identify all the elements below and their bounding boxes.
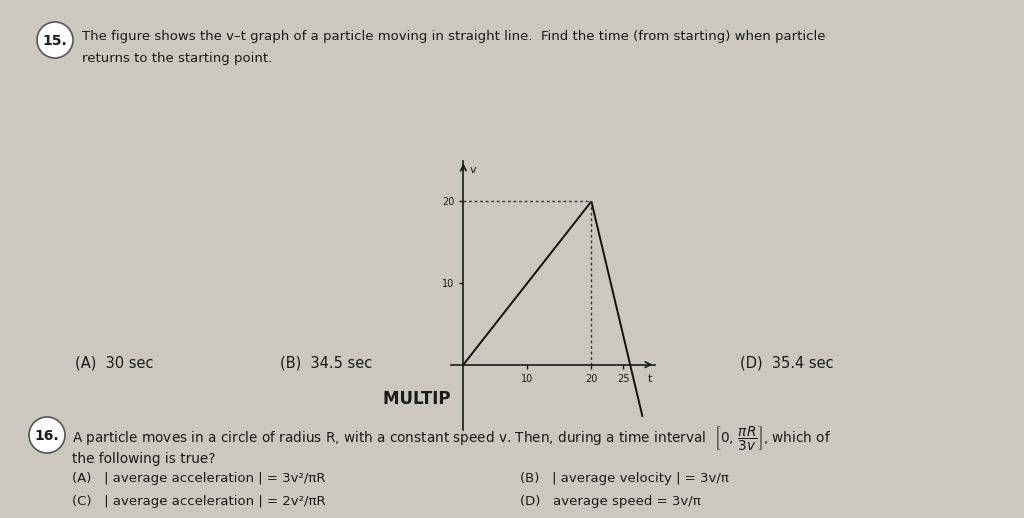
Text: the following is true?: the following is true? bbox=[72, 452, 215, 466]
Text: t: t bbox=[648, 375, 652, 384]
Text: The figure shows the v–t graph of a particle moving in straight line.  Find the : The figure shows the v–t graph of a part… bbox=[82, 30, 825, 43]
Text: A particle moves in a circle of radius R, with a constant speed v. Then, during : A particle moves in a circle of radius R… bbox=[72, 425, 831, 453]
Text: (B)   | average velocity | = 3v/π: (B) | average velocity | = 3v/π bbox=[520, 472, 729, 485]
Text: (A)   | average acceleration | = 3v²/πR: (A) | average acceleration | = 3v²/πR bbox=[72, 472, 326, 485]
Text: MULTIPLE CHOICE CORRECT: MULTIPLE CHOICE CORRECT bbox=[383, 390, 641, 408]
Text: v: v bbox=[470, 165, 476, 175]
Text: 16.: 16. bbox=[35, 429, 59, 443]
Text: (D)  35.4 sec: (D) 35.4 sec bbox=[740, 355, 834, 370]
Text: 15.: 15. bbox=[43, 34, 68, 48]
Text: (C)   | average acceleration | = 2v²/πR: (C) | average acceleration | = 2v²/πR bbox=[72, 495, 326, 508]
Circle shape bbox=[37, 22, 73, 58]
Circle shape bbox=[29, 417, 65, 453]
Text: (B)  34.5 sec: (B) 34.5 sec bbox=[280, 355, 373, 370]
Text: (A)  30 sec: (A) 30 sec bbox=[75, 355, 154, 370]
Text: (C)  36.2 sec: (C) 36.2 sec bbox=[500, 355, 593, 370]
Text: (D)   average speed = 3v/π: (D) average speed = 3v/π bbox=[520, 495, 700, 508]
Text: returns to the starting point.: returns to the starting point. bbox=[82, 52, 272, 65]
